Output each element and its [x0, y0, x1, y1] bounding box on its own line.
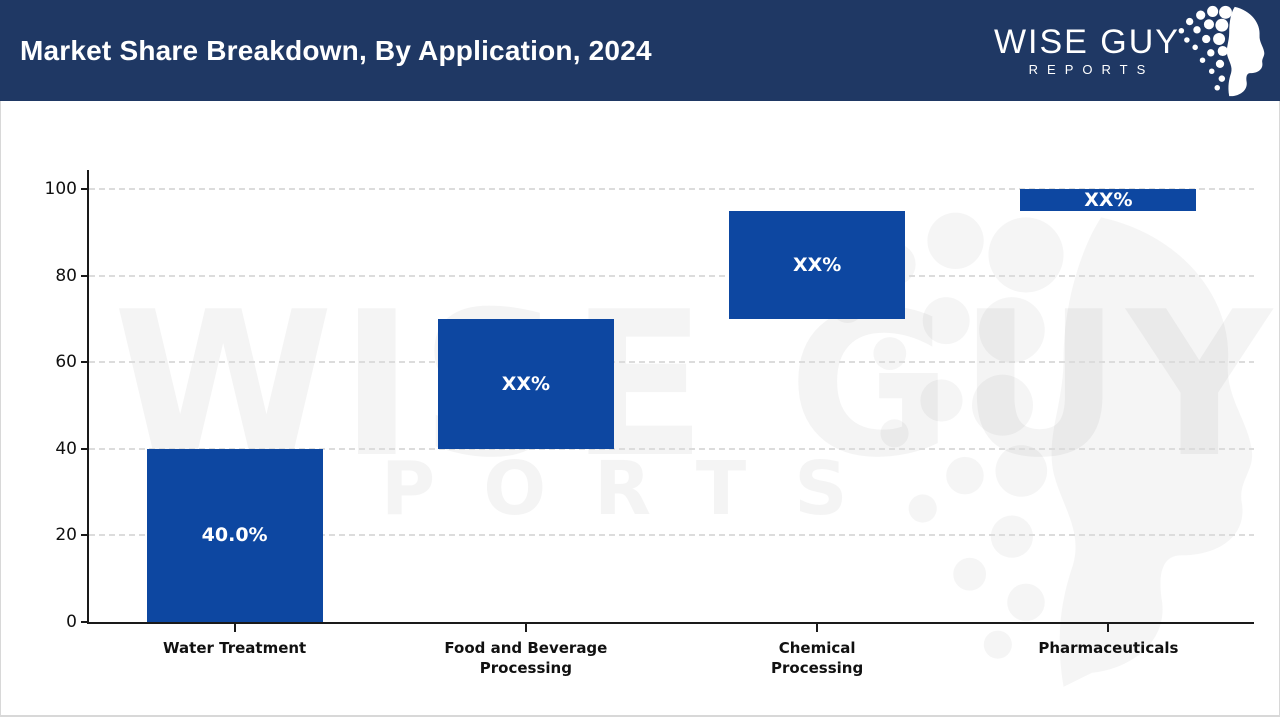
watermark-subtext: PORTS — [381, 446, 896, 532]
bar-value-label-1: 40.0% — [201, 524, 268, 547]
y-tick-20 — [81, 534, 89, 537]
gridline-y60 — [89, 361, 1254, 364]
x-tick-2 — [524, 624, 527, 632]
y-tick-0 — [81, 621, 89, 623]
y-tick-100 — [81, 188, 89, 190]
bar-value-label-3: XX% — [792, 253, 842, 276]
bar-3: XX% — [729, 210, 906, 319]
bar-1: 40.0% — [146, 448, 323, 622]
x-tick-1 — [233, 624, 236, 632]
page-title: Market Share Breakdown, By Application, … — [20, 34, 652, 66]
header-bar: Market Share Breakdown, By Application, … — [0, 0, 1280, 101]
logo-subtext: REPORTS — [1028, 61, 1155, 77]
bar-value-label-4: XX% — [1084, 188, 1133, 211]
wise-guy-logo: WISE GUY REPORTS — [994, 4, 1266, 98]
y-tick-label-60: 60 — [55, 352, 77, 373]
bar-value-label-2: XX% — [501, 372, 551, 395]
x-category-label-4: Pharmaceuticals — [1038, 639, 1179, 657]
x-category-label-2: Food and Beverage Processing — [444, 639, 608, 677]
logo-wordmark: WISE GUY — [993, 22, 1180, 61]
logo-text: WISE GUY REPORTS — [994, 25, 1180, 77]
bar-2: XX% — [437, 318, 614, 449]
y-tick-60 — [81, 361, 89, 364]
x-category-label-1: Water Treatment — [163, 639, 307, 657]
y-axis-spine — [87, 170, 89, 624]
logo-head-icon — [1178, 5, 1265, 96]
x-tick-4 — [1107, 624, 1110, 632]
y-tick-label-0: 0 — [66, 612, 77, 632]
plot-region: 0 20 40 60 80 100 40.0% Water Treatment XX% Food … — [1, 101, 1279, 715]
x-category-label-3: Chemical Processing — [771, 639, 864, 677]
gridline-y100 — [89, 188, 1254, 190]
y-tick-label-100: 100 — [44, 179, 77, 199]
gridline-y20 — [89, 534, 1254, 537]
y-tick-label-20: 20 — [55, 525, 77, 546]
gridline-y40 — [89, 447, 1254, 450]
y-tick-80 — [81, 274, 89, 277]
gridline-y80 — [89, 274, 1254, 277]
y-tick-40 — [81, 447, 89, 450]
y-tick-label-40: 40 — [55, 438, 77, 459]
x-axis-spine — [87, 622, 1254, 624]
bar-4: XX% — [1020, 188, 1197, 211]
y-tick-label-80: 80 — [55, 265, 77, 286]
x-tick-3 — [816, 624, 819, 632]
